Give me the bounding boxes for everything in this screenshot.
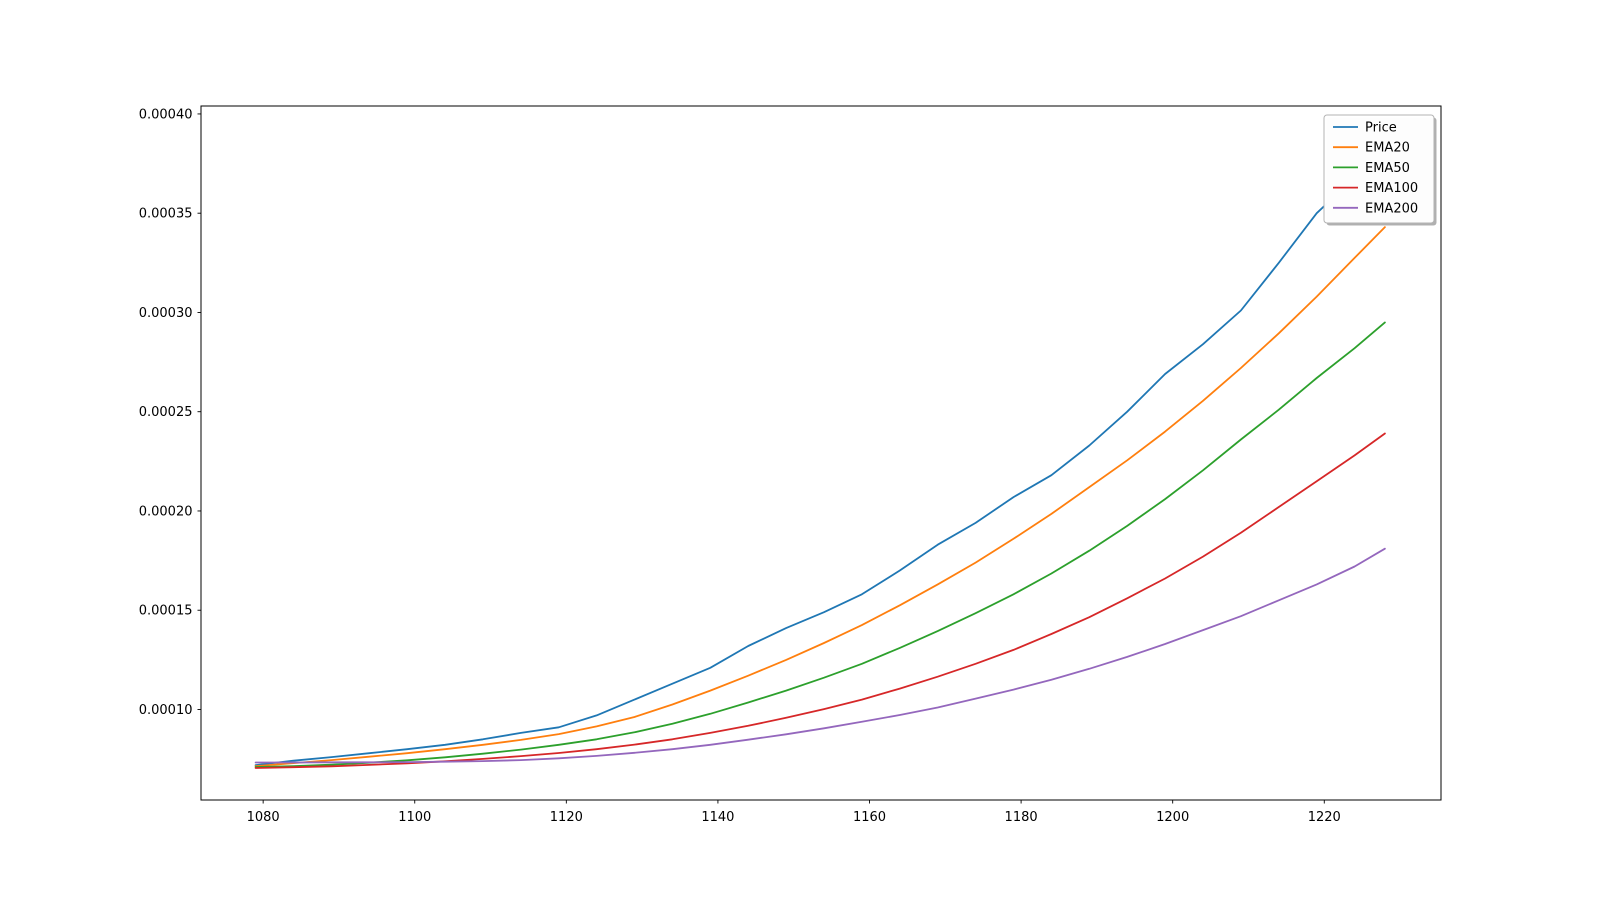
series-line-ema100 — [254, 432, 1386, 769]
legend-label-ema50: EMA50 — [1365, 161, 1410, 176]
x-tick-label: 1180 — [1005, 810, 1038, 825]
series-line-price — [254, 136, 1386, 766]
y-tick-label: 0.00025 — [139, 405, 193, 420]
x-tick-label: 1200 — [1156, 810, 1189, 825]
plot-border — [200, 105, 1442, 801]
x-tick-label: 1160 — [853, 810, 886, 825]
series-line-ema200 — [254, 547, 1386, 764]
y-tick-label: 0.00015 — [139, 604, 193, 619]
series-line-ema50 — [254, 321, 1386, 768]
x-tick-label: 1080 — [247, 810, 280, 825]
x-tick-label: 1120 — [550, 810, 583, 825]
y-tick-label: 0.00030 — [139, 306, 193, 321]
x-tick-label: 1220 — [1308, 810, 1341, 825]
y-tick-label: 0.00010 — [139, 703, 193, 718]
legend-label-price: Price — [1365, 121, 1397, 136]
x-tick-label: 1140 — [701, 810, 734, 825]
x-tick-label: 1100 — [398, 810, 431, 825]
legend-label-ema20: EMA20 — [1365, 141, 1410, 156]
series-line-ema20 — [254, 226, 1386, 767]
legend-box — [1323, 114, 1435, 224]
legend-label-ema200: EMA200 — [1365, 201, 1418, 216]
y-tick-label: 0.00020 — [139, 504, 193, 519]
y-tick-label: 0.00040 — [139, 107, 193, 122]
y-tick-label: 0.00035 — [139, 207, 193, 222]
legend-label-ema100: EMA100 — [1365, 181, 1418, 196]
